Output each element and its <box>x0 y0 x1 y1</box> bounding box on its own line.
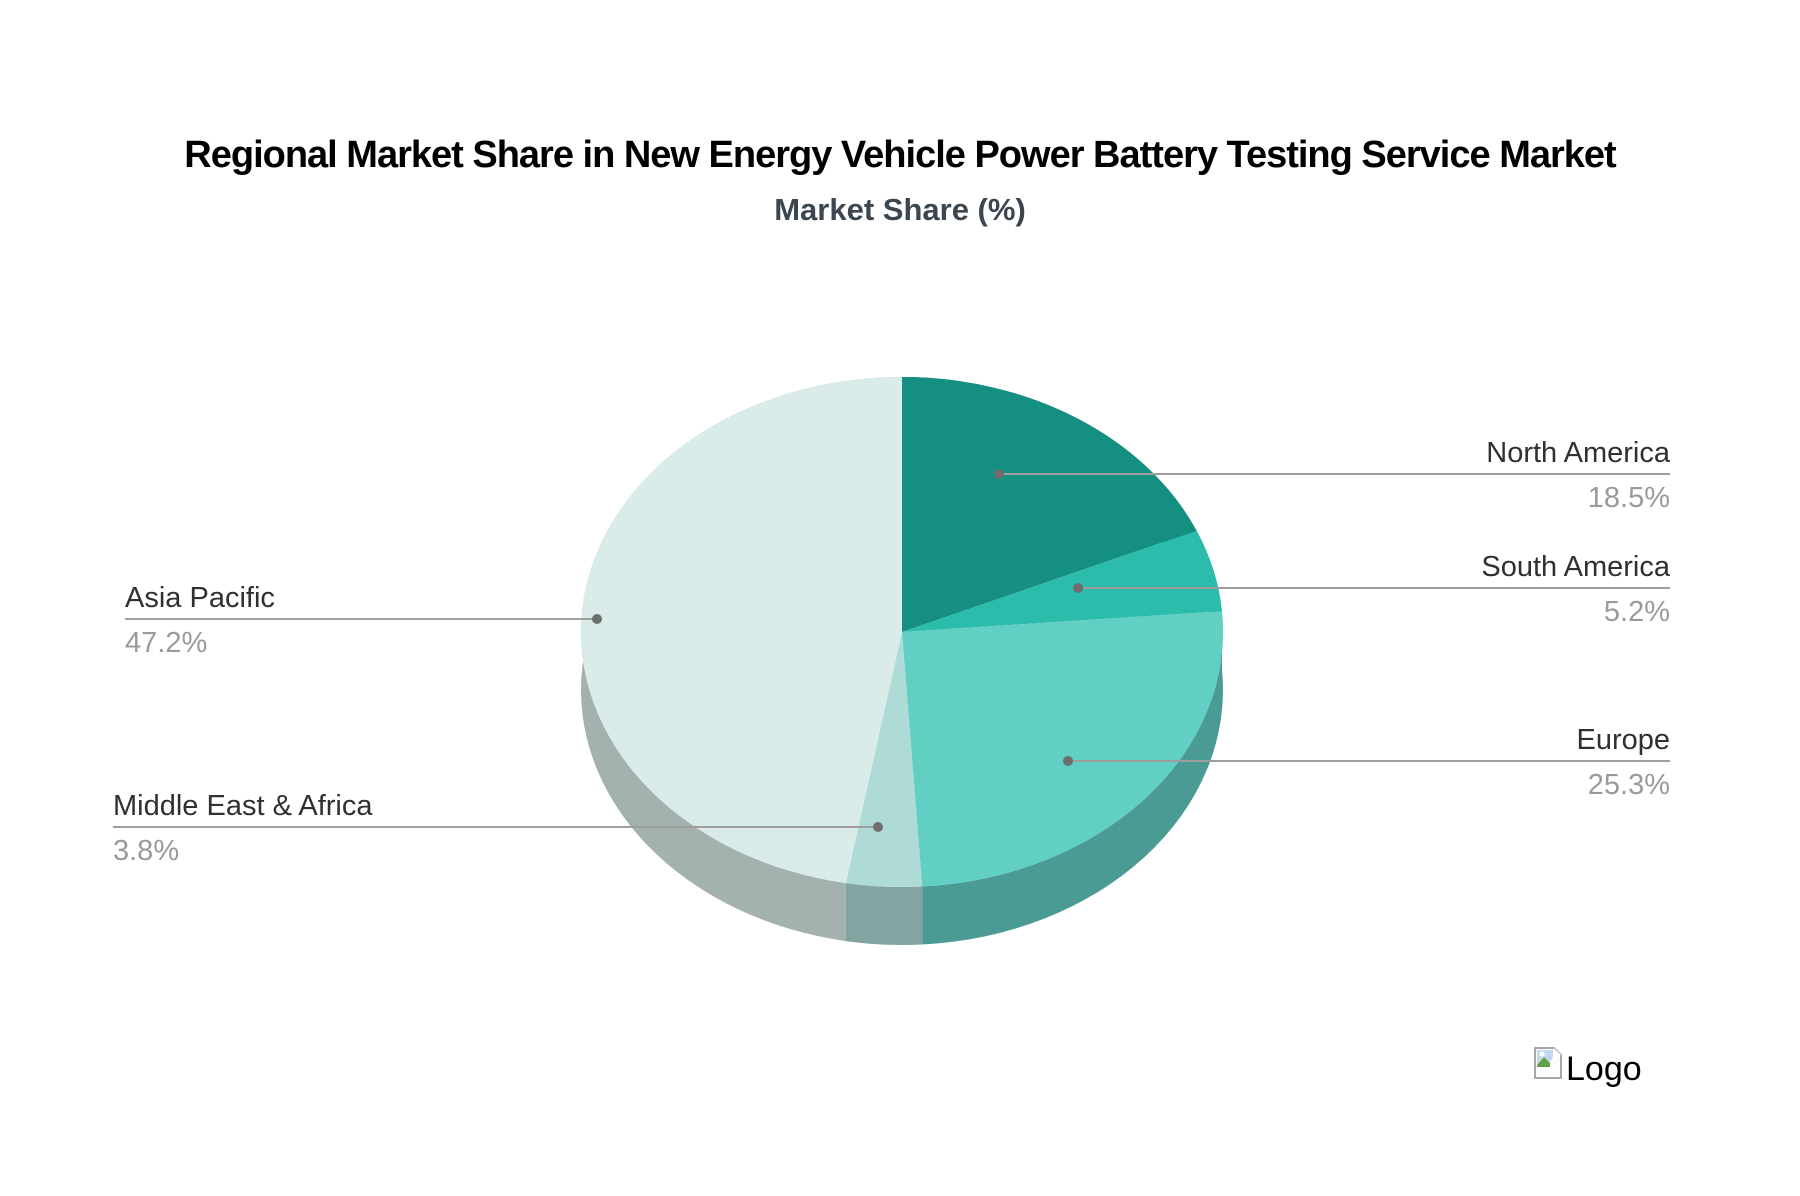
slice-label-north-america: North America <box>1486 437 1671 469</box>
connector-dot-north-america <box>994 469 1004 479</box>
pie-slice-north-america[interactable] <box>902 377 1197 632</box>
connector-dot-asia-pacific <box>592 614 602 624</box>
pie-slice-south-america[interactable] <box>902 530 1222 632</box>
slice-value-middle-east-africa: 3.8% <box>113 835 179 867</box>
slice-value-north-america: 18.5% <box>1588 482 1670 514</box>
broken-image-icon <box>1534 1047 1562 1079</box>
slice-label-asia-pacific: Asia Pacific <box>125 582 275 614</box>
logo-block: Logo <box>1533 1044 1673 1104</box>
connector-dot-middle-east-africa <box>873 822 883 832</box>
connector-dot-europe <box>1063 756 1073 766</box>
chart-subtitle: Market Share (%) <box>774 192 1026 227</box>
pie-slice-middle-east-africa[interactable] <box>845 632 923 888</box>
logo-alt-text: Logo <box>1566 1050 1642 1088</box>
pie-slice-side-middle-east-africa <box>845 883 923 945</box>
slice-label-south-america: South America <box>1481 551 1670 583</box>
chart-title: Regional Market Share in New Energy Vehi… <box>184 134 1616 176</box>
connector-dot-south-america <box>1073 583 1083 593</box>
slice-label-middle-east-africa: Middle East & Africa <box>113 790 373 822</box>
slice-value-europe: 25.3% <box>1588 769 1670 801</box>
pie-slice-side-europe <box>922 611 1223 945</box>
pie-slice-europe[interactable] <box>902 611 1223 887</box>
slice-value-asia-pacific: 47.2% <box>125 627 207 659</box>
pie-slice-asia-pacific[interactable] <box>580 377 902 884</box>
slice-value-south-america: 5.2% <box>1604 596 1670 628</box>
slice-label-europe: Europe <box>1576 724 1670 756</box>
